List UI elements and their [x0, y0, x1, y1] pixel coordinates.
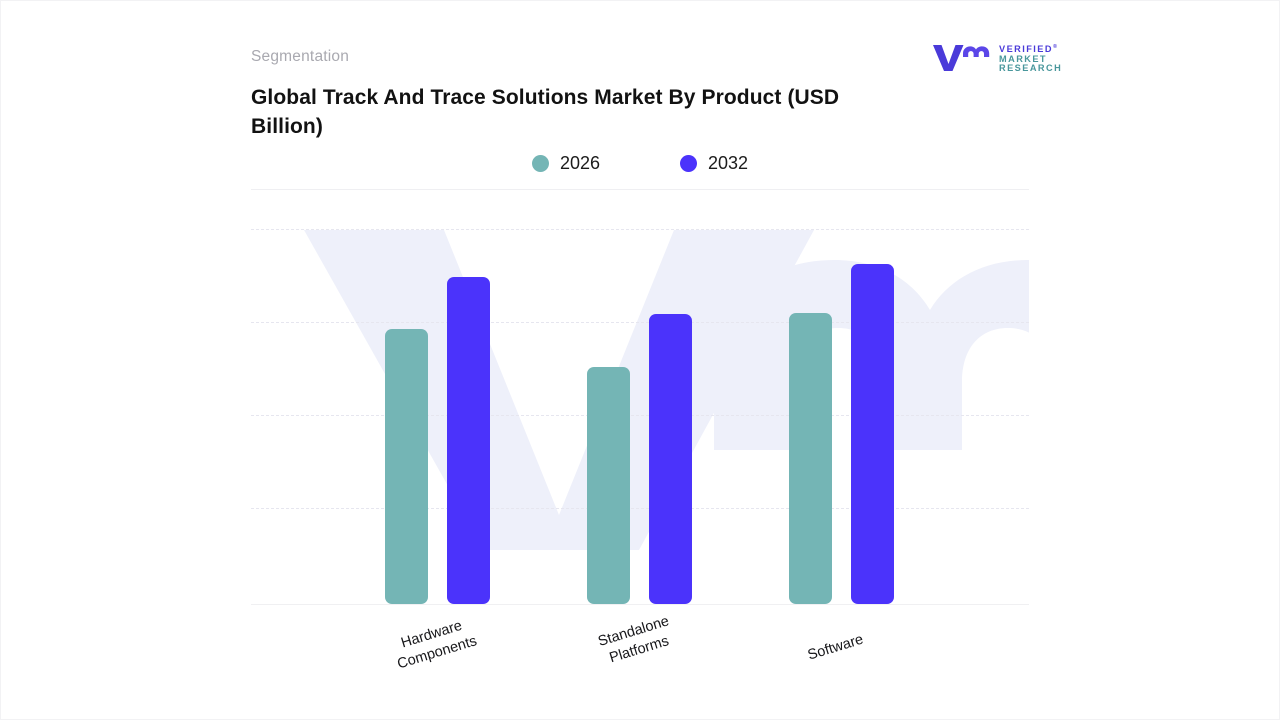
bar-hardware-components-2026[interactable]: [385, 329, 428, 604]
bar-standalone-platforms-2032[interactable]: [649, 314, 692, 604]
bar-hardware-components-2032[interactable]: [447, 277, 490, 604]
chart-legend: 2026 2032: [251, 150, 1029, 176]
legend-swatch-2026-icon: [531, 154, 549, 172]
logo-line-market: MARKET: [999, 53, 1047, 64]
registered-mark-icon: ®: [1052, 44, 1058, 50]
verified-market-research-logo: VERIFIED® MARKET RESEARCH: [931, 42, 1063, 74]
plot-area: [251, 198, 1029, 605]
vmr-logo-mark-icon: [931, 42, 993, 72]
logo-line-verified: VERIFIED®: [999, 44, 1058, 55]
gridline-2: [251, 415, 1029, 416]
gridline-4: [251, 229, 1029, 230]
bar-software-2026[interactable]: [789, 313, 832, 604]
legend-item-2032[interactable]: 2032: [680, 153, 748, 174]
legend-item-2026[interactable]: 2026: [531, 152, 600, 174]
vmr-watermark: [251, 198, 1029, 605]
logo-line-research: RESEARCH: [999, 63, 1063, 74]
legend-swatch-2032-icon: [680, 154, 697, 172]
logo-wordmark: VERIFIED® MARKET RESEARCH: [999, 43, 1062, 74]
page-title: Global Track And Trace Solutions Market …: [251, 86, 840, 138]
legend-label-2032: 2032: [708, 152, 749, 173]
segmentation-eyebrow: Segmentation: [251, 48, 350, 65]
legend-label-2026: 2026: [559, 152, 600, 173]
x-axis-label-hardware-components: Hardware Components: [395, 617, 479, 673]
gridline-1: [251, 508, 1029, 509]
legend-divider: [251, 189, 1029, 190]
x-axis-label-software: Software: [805, 631, 866, 664]
bar-standalone-platforms-2026[interactable]: [587, 367, 630, 604]
x-axis-label-standalone-platforms: Standalone Platforms: [596, 613, 672, 667]
x-axis-line: [251, 604, 1029, 605]
bar-software-2032[interactable]: [851, 264, 894, 604]
gridline-3: [251, 322, 1029, 323]
